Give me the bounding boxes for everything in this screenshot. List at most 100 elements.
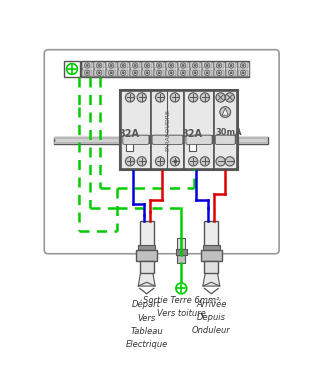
Circle shape bbox=[170, 65, 172, 66]
Circle shape bbox=[206, 65, 208, 66]
Bar bbox=[82, 62, 92, 68]
Circle shape bbox=[182, 65, 184, 66]
Circle shape bbox=[170, 72, 172, 74]
Bar bbox=[203, 244, 220, 250]
Circle shape bbox=[180, 70, 186, 76]
Circle shape bbox=[157, 70, 162, 76]
Circle shape bbox=[180, 63, 186, 68]
Circle shape bbox=[122, 72, 124, 74]
Circle shape bbox=[86, 65, 88, 66]
Circle shape bbox=[216, 93, 225, 102]
Circle shape bbox=[137, 93, 146, 102]
Circle shape bbox=[96, 63, 102, 68]
Circle shape bbox=[126, 93, 135, 102]
FancyBboxPatch shape bbox=[123, 135, 149, 144]
FancyBboxPatch shape bbox=[152, 135, 183, 144]
Circle shape bbox=[85, 63, 90, 68]
Bar bbox=[202, 62, 212, 68]
Circle shape bbox=[225, 157, 235, 166]
Circle shape bbox=[229, 63, 234, 68]
Circle shape bbox=[110, 65, 112, 66]
Bar bbox=[151, 91, 184, 169]
Text: Arrivée
Depuis
Onduleur: Arrivée Depuis Onduleur bbox=[192, 300, 231, 335]
Bar bbox=[226, 70, 236, 76]
Bar bbox=[130, 62, 141, 76]
Bar bbox=[186, 135, 212, 143]
Text: Sortie Terre 6mm²
Vers toiture: Sortie Terre 6mm² Vers toiture bbox=[143, 296, 219, 318]
Polygon shape bbox=[138, 273, 155, 286]
Circle shape bbox=[86, 72, 88, 74]
Circle shape bbox=[204, 63, 210, 68]
Circle shape bbox=[120, 70, 126, 76]
Circle shape bbox=[96, 70, 102, 76]
Bar bbox=[184, 91, 214, 169]
Bar bbox=[81, 61, 249, 77]
Bar bbox=[130, 70, 140, 76]
Circle shape bbox=[133, 63, 138, 68]
Circle shape bbox=[240, 63, 246, 68]
Bar bbox=[226, 62, 236, 68]
Bar bbox=[178, 255, 185, 263]
Bar bbox=[121, 91, 151, 169]
Text: 32A: 32A bbox=[181, 129, 202, 139]
Bar bbox=[138, 244, 155, 250]
Circle shape bbox=[242, 65, 244, 66]
Text: Départ
Vers
Tableau
Electrique: Départ Vers Tableau Electrique bbox=[126, 300, 168, 349]
Circle shape bbox=[158, 65, 160, 66]
Bar bbox=[190, 62, 201, 76]
Bar bbox=[94, 62, 105, 76]
Bar bbox=[201, 250, 222, 261]
Bar bbox=[214, 91, 237, 169]
Bar bbox=[142, 62, 153, 76]
Circle shape bbox=[168, 63, 174, 68]
Bar bbox=[189, 139, 196, 151]
FancyBboxPatch shape bbox=[44, 50, 279, 254]
Circle shape bbox=[200, 93, 210, 102]
Circle shape bbox=[146, 72, 148, 74]
Bar bbox=[136, 250, 158, 261]
Circle shape bbox=[230, 72, 232, 74]
Bar bbox=[202, 70, 212, 76]
Bar bbox=[123, 135, 149, 143]
Text: PARAFOUDRE: PARAFOUDRE bbox=[165, 109, 170, 151]
Bar bbox=[204, 221, 218, 251]
Circle shape bbox=[192, 70, 198, 76]
Bar bbox=[166, 62, 176, 68]
Circle shape bbox=[182, 72, 184, 74]
Circle shape bbox=[218, 72, 220, 74]
Circle shape bbox=[170, 93, 179, 102]
Bar bbox=[153, 62, 165, 76]
Circle shape bbox=[126, 157, 135, 166]
Circle shape bbox=[146, 65, 148, 66]
Text: 30mA: 30mA bbox=[216, 128, 243, 138]
Bar bbox=[190, 70, 200, 76]
Circle shape bbox=[155, 93, 165, 102]
FancyBboxPatch shape bbox=[215, 135, 235, 144]
Circle shape bbox=[134, 72, 136, 74]
Circle shape bbox=[218, 65, 220, 66]
Circle shape bbox=[176, 283, 187, 294]
Bar bbox=[140, 221, 154, 251]
Circle shape bbox=[155, 157, 165, 166]
Circle shape bbox=[216, 157, 225, 166]
Bar bbox=[118, 62, 129, 76]
Bar bbox=[152, 135, 183, 143]
Bar bbox=[130, 62, 140, 68]
Circle shape bbox=[133, 70, 138, 76]
Bar bbox=[63, 61, 81, 77]
Circle shape bbox=[189, 157, 198, 166]
Bar bbox=[238, 62, 248, 68]
Bar bbox=[178, 62, 188, 68]
Circle shape bbox=[225, 93, 235, 102]
Bar bbox=[54, 142, 268, 144]
Bar bbox=[107, 62, 116, 68]
Bar bbox=[118, 62, 128, 68]
Circle shape bbox=[240, 70, 246, 76]
FancyBboxPatch shape bbox=[186, 135, 212, 144]
Bar bbox=[81, 62, 93, 76]
Polygon shape bbox=[222, 108, 228, 115]
Bar bbox=[176, 249, 187, 255]
Circle shape bbox=[194, 72, 196, 74]
Bar bbox=[107, 70, 116, 76]
Bar bbox=[202, 62, 213, 76]
